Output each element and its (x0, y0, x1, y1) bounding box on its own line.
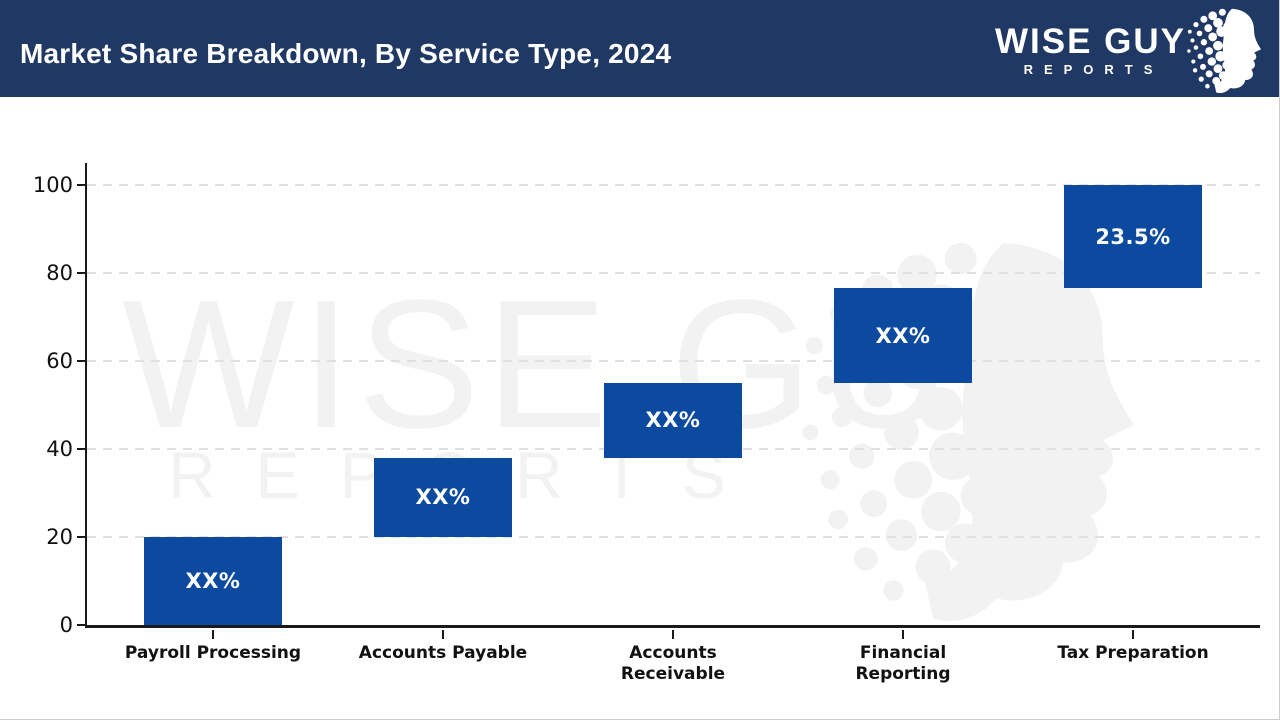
y-axis-tick (77, 536, 85, 538)
waterfall-bar: XX% (144, 537, 282, 625)
y-gridline (87, 536, 1260, 538)
wiseguy-face-icon (1187, 8, 1262, 93)
waterfall-bar: XX% (604, 383, 742, 458)
bar-value-label: XX% (185, 569, 241, 593)
x-axis-category-label: Tax Preparation (1057, 643, 1209, 663)
y-axis-tick-label: 40 (46, 437, 73, 461)
x-axis-tick (902, 630, 904, 639)
y-axis-tick (77, 184, 85, 186)
x-axis-tick (212, 630, 214, 639)
brand-logo-text: WISE GUY REPORTS (995, 24, 1186, 77)
x-axis-category-label: Accounts Receivable (620, 643, 726, 684)
bar-value-label: 23.5% (1095, 224, 1171, 249)
y-axis-tick-label: 20 (46, 525, 73, 549)
x-axis-tick (672, 630, 674, 639)
waterfall-bar: XX% (834, 288, 972, 383)
y-gridline (87, 360, 1260, 362)
x-axis-category-label: Financial Reporting (855, 643, 951, 684)
brand-logo: WISE GUY REPORTS (995, 3, 1270, 95)
waterfall-bar: XX% (374, 457, 512, 537)
y-axis-tick-label: 0 (59, 613, 73, 637)
page-title: Market Share Breakdown, By Service Type,… (20, 37, 672, 69)
y-gridline (87, 184, 1260, 186)
y-axis-tick (77, 360, 85, 362)
y-axis-tick-label: 80 (46, 261, 73, 285)
header-bar: Market Share Breakdown, By Service Type,… (0, 0, 1279, 97)
y-axis-tick (77, 448, 85, 450)
chart-plot-area: 0 20 40 60 80 100 XX% Payroll Processing XX% Acco… (33, 163, 1260, 684)
y-axis-tick (77, 272, 85, 274)
x-axis-category-label: Payroll Processing (124, 643, 302, 663)
y-axis-tick-label: 100 (32, 173, 73, 197)
bar-value-label: XX% (415, 485, 471, 510)
waterfall-bar: 23.5% (1064, 185, 1202, 289)
y-axis-tick-label: 60 (46, 349, 73, 373)
x-axis-tick (1132, 630, 1134, 639)
y-gridline (87, 272, 1260, 274)
brand-subname: REPORTS (1023, 62, 1164, 77)
x-axis-category-label: Accounts Payable (358, 643, 528, 663)
bar-value-label: XX% (645, 408, 701, 433)
y-axis-tick (77, 624, 85, 626)
brand-name: WISE GUY (994, 22, 1186, 61)
x-axis-tick (442, 630, 444, 639)
bar-value-label: XX% (875, 323, 931, 348)
